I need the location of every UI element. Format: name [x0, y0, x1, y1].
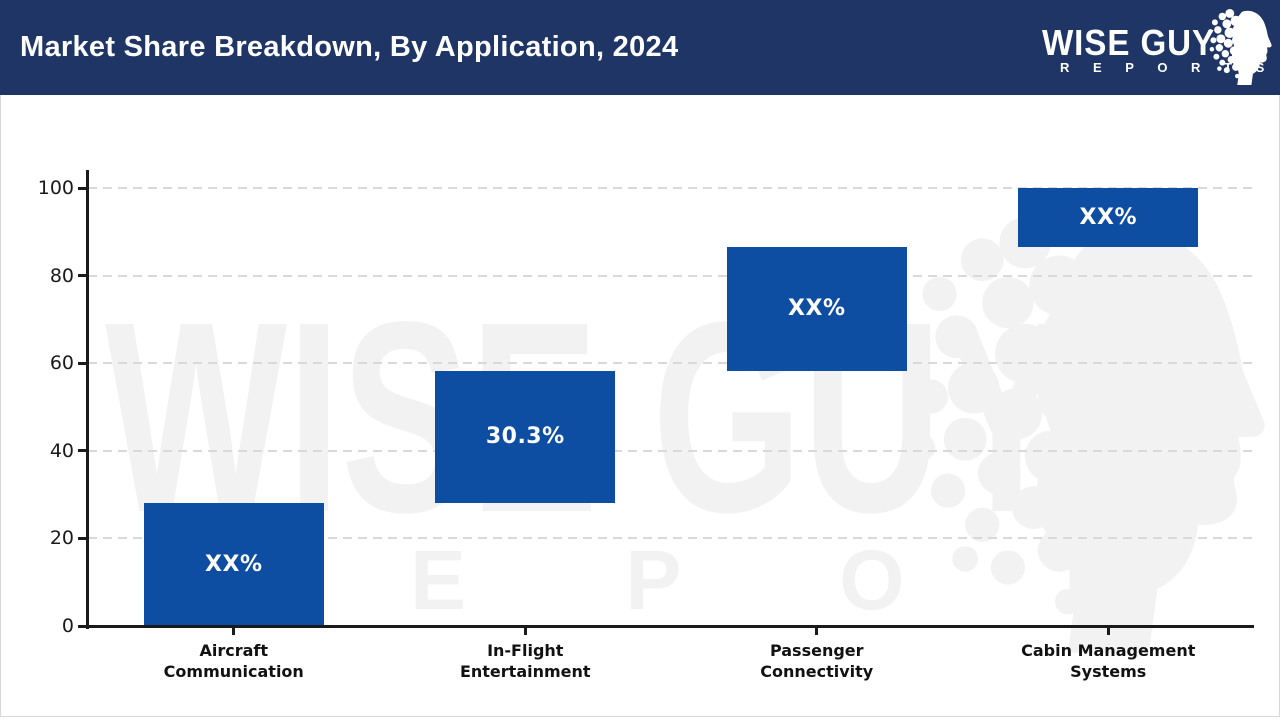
bar-value-label-passenger-connectivity: XX%	[788, 296, 846, 322]
x-tick-in-flight-entertainment	[523, 628, 527, 635]
x-category-label-cabin-management-systems: Cabin Management Systems	[1021, 641, 1196, 681]
wise-guy-reports-logo: WISE GUY R E P O R T S	[1030, 0, 1280, 95]
bar-in-flight-entertainment: 30.3%	[435, 370, 616, 504]
logo-wordmark: WISE GUY	[1042, 22, 1215, 63]
bar-passenger-connectivity: XX%	[726, 247, 907, 371]
bar-aircraft-communication: XX%	[143, 503, 324, 626]
x-category-label-passenger-connectivity: Passenger Connectivity	[760, 641, 874, 681]
bar-value-label-in-flight-entertainment: 30.3%	[485, 424, 565, 450]
y-tick-0	[78, 624, 86, 628]
y-tick-40	[78, 449, 86, 453]
y-tick-100	[78, 186, 86, 190]
x-axis-line	[86, 625, 1254, 628]
gridline-20	[88, 537, 1254, 540]
y-axis-line	[86, 170, 89, 629]
x-category-label-in-flight-entertainment: In-Flight Entertainment	[459, 641, 591, 681]
header-bar: Market Share Breakdown, By Application, …	[0, 0, 1280, 95]
y-tick-label-0: 0	[61, 615, 74, 637]
y-tick-label-20: 20	[49, 527, 74, 550]
bar-value-label-cabin-management-systems: XX%	[1079, 205, 1137, 231]
watermark-head-icon	[901, 217, 1265, 653]
x-category-label-aircraft-communication: Aircraft Communication	[163, 641, 304, 681]
gridline-100	[88, 187, 1254, 189]
bar-cabin-management-systems: XX%	[1018, 188, 1199, 248]
y-tick-80	[78, 274, 86, 278]
y-tick-20	[78, 536, 86, 540]
logo-head-icon	[1208, 8, 1272, 86]
y-tick-label-100: 100	[37, 177, 74, 199]
logo-subtitle: R E P O R T S	[1060, 60, 1275, 75]
gridline-40	[88, 449, 1254, 452]
x-tick-passenger-connectivity	[815, 628, 819, 635]
y-tick-label-60: 60	[49, 352, 74, 375]
page-title: Market Share Breakdown, By Application, …	[20, 31, 679, 63]
y-tick-60	[78, 361, 86, 365]
x-tick-cabin-management-systems	[1106, 628, 1110, 635]
x-tick-aircraft-communication	[232, 628, 236, 635]
y-tick-label-80: 80	[49, 264, 74, 287]
y-tick-label-40: 40	[49, 439, 74, 462]
gridline-60	[88, 362, 1254, 365]
gridline-80	[88, 274, 1254, 277]
bar-value-label-aircraft-communication: XX%	[205, 552, 263, 578]
